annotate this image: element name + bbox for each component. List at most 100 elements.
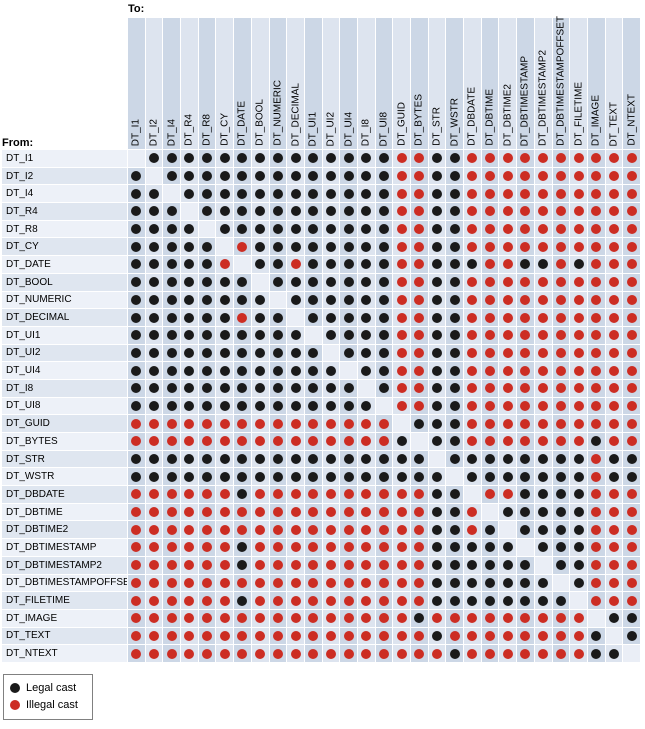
legal-cast-dot (131, 312, 142, 323)
legal-cast-dot (166, 241, 177, 252)
matrix-cell (163, 185, 182, 204)
illegal-cast-dot (485, 241, 496, 252)
matrix-cell (304, 203, 323, 221)
legal-cast-dot (272, 188, 283, 199)
legal-cast-dot (449, 595, 460, 606)
legal-cast-dot (608, 613, 619, 624)
illegal-cast-dot (538, 330, 549, 341)
illegal-cast-dot (149, 648, 160, 659)
legal-cast-dot (432, 577, 443, 588)
legend-item-legal: Legal cast (10, 680, 78, 697)
illegal-cast-dot (485, 383, 496, 394)
illegal-cast-dot (414, 206, 425, 217)
matrix-cell (145, 203, 164, 221)
matrix-cell (570, 627, 588, 646)
legal-cast-dot (325, 259, 336, 270)
matrix-cell (499, 556, 518, 575)
legal-cast-dot (626, 471, 637, 482)
legal-cast-dot (202, 471, 213, 482)
legal-cast-dot (272, 383, 283, 394)
matrix-cell (269, 433, 288, 451)
matrix-cell (428, 203, 447, 221)
matrix-cell (163, 379, 182, 398)
col-header: DT_UI8 (375, 18, 394, 150)
matrix-cell (517, 326, 535, 345)
matrix-cell (322, 503, 341, 522)
matrix-cell (464, 309, 482, 327)
legal-cast-dot (343, 188, 354, 199)
col-header: DT_TEXT (605, 18, 624, 150)
legal-cast-dot (573, 524, 584, 535)
matrix-cell (605, 150, 624, 168)
illegal-cast-dot (520, 188, 531, 199)
illegal-cast-dot (591, 471, 602, 482)
matrix-cell (304, 185, 323, 204)
matrix-cell (145, 397, 164, 416)
col-header-label: DT_UI8 (378, 111, 390, 146)
illegal-cast-dot (184, 542, 195, 553)
matrix-cell (304, 556, 323, 575)
legal-cast-dot (237, 277, 248, 288)
matrix-cell (411, 220, 429, 239)
row-header: DT_CY (2, 238, 128, 257)
matrix-cell (322, 433, 341, 451)
matrix-cell (287, 609, 305, 628)
matrix-cell (623, 326, 641, 345)
illegal-cast-dot (237, 436, 248, 447)
matrix-cell (464, 326, 482, 345)
illegal-cast-dot (131, 418, 142, 429)
matrix-cell (145, 609, 164, 628)
row-header: DT_NUMERIC (2, 291, 128, 310)
matrix-cell (340, 291, 358, 310)
matrix-cell (428, 415, 447, 433)
matrix-cell (145, 362, 164, 380)
illegal-cast-dot (573, 153, 584, 164)
legal-cast-dot (449, 365, 460, 376)
matrix-cell (287, 592, 305, 610)
matrix-cell (216, 185, 235, 204)
matrix-cell (446, 415, 465, 433)
illegal-cast-dot (520, 630, 531, 641)
matrix-cell (623, 574, 641, 593)
matrix-cell (375, 503, 394, 522)
matrix-cell (464, 521, 482, 540)
legal-cast-dot (432, 595, 443, 606)
illegal-cast-dot (538, 277, 549, 288)
illegal-cast-dot (608, 542, 619, 553)
matrix-cell (552, 344, 571, 363)
matrix-cell (446, 450, 465, 469)
matrix-cell (411, 574, 429, 593)
legal-cast-dot (485, 595, 496, 606)
legal-cast-dot (396, 471, 407, 482)
matrix-cell (534, 238, 553, 257)
legal-cast-dot (272, 330, 283, 341)
matrix-cell (287, 486, 305, 504)
illegal-cast-dot (149, 630, 160, 641)
matrix-cell (605, 273, 624, 292)
matrix-cell (216, 415, 235, 433)
matrix-cell (322, 326, 341, 345)
legal-cast-dot (449, 383, 460, 394)
matrix-cell (587, 309, 606, 327)
legal-cast-dot (343, 454, 354, 465)
illegal-cast-dot (396, 630, 407, 641)
legal-cast-dot (538, 489, 549, 500)
legal-cast-dot (378, 241, 389, 252)
illegal-cast-dot (591, 277, 602, 288)
matrix-cell (251, 486, 270, 504)
matrix-cell (481, 556, 500, 575)
col-header-label: DT_DBTIME2 (502, 83, 514, 146)
matrix-cell (393, 203, 411, 221)
matrix-cell (375, 150, 394, 168)
matrix-cell (269, 521, 288, 540)
matrix-cell (234, 291, 252, 310)
legal-cast-dot (432, 312, 443, 323)
illegal-cast-dot (591, 347, 602, 358)
matrix-cell (375, 238, 394, 257)
matrix-cell (411, 344, 429, 363)
legal-cast-dot (325, 400, 336, 411)
illegal-cast-dot (255, 542, 266, 553)
illegal-cast-dot (608, 507, 619, 518)
illegal-cast-dot (467, 613, 478, 624)
legal-cast-dot (202, 454, 213, 465)
